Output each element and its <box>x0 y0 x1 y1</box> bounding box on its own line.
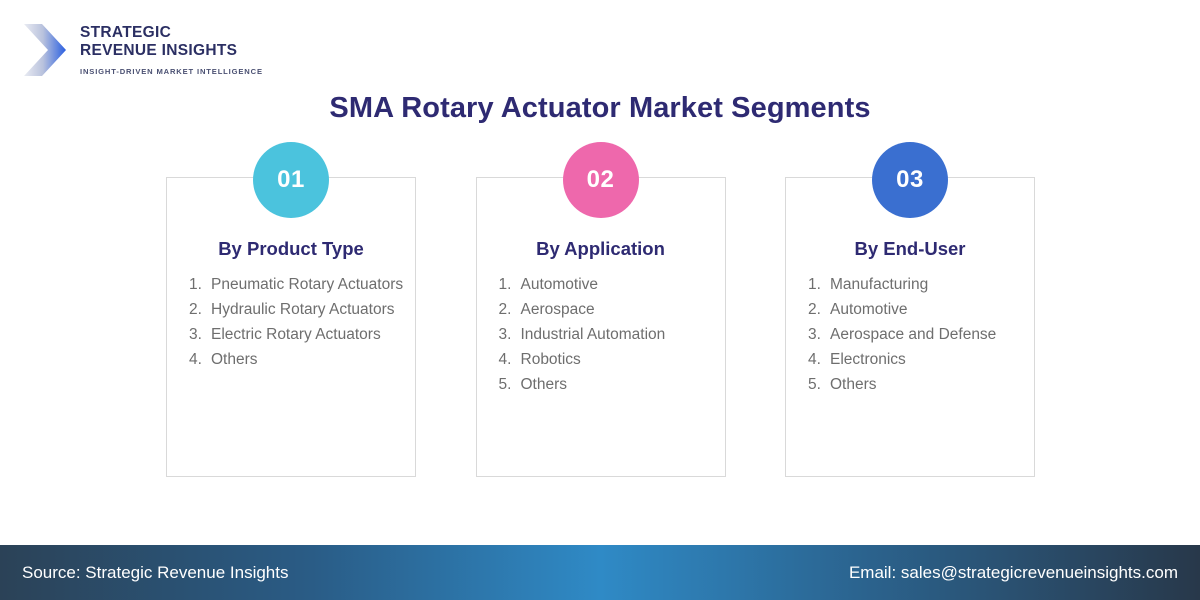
segment-badge-2: 02 <box>562 142 639 218</box>
list-item: Others <box>808 372 877 397</box>
list-item: Automotive <box>499 272 599 297</box>
segment-badge-1: 01 <box>253 142 329 218</box>
list-item: Electric Rotary Actuators <box>189 322 381 347</box>
brand-tagline: INSIGHT-DRIVEN MARKET INTELLIGENCE <box>80 66 263 76</box>
list-item: Hydraulic Rotary Actuators <box>189 297 395 322</box>
list-item: Robotics <box>499 347 581 372</box>
segment-card-3: 03 By End-User Manufacturing Automotive … <box>785 142 1035 477</box>
footer-source: Source: Strategic Revenue Insights <box>22 562 289 582</box>
segment-card-2: 02 By Application Automotive Aerospace I… <box>475 142 726 477</box>
segment-list-3: Manufacturing Automotive Aerospace and D… <box>808 272 1024 397</box>
brand-logo: STRATEGIC REVENUE INSIGHTS INSIGHT-DRIVE… <box>22 20 263 80</box>
list-item: Electronics <box>808 347 906 372</box>
list-item: Others <box>499 372 568 397</box>
list-item: Others <box>189 347 258 372</box>
footer-bar: Source: Strategic Revenue Insights Email… <box>0 545 1200 600</box>
segment-list-2: Automotive Aerospace Industrial Automati… <box>499 272 715 397</box>
brand-name-line1: STRATEGIC <box>80 24 172 42</box>
list-item: Pneumatic Rotary Actuators <box>189 272 404 297</box>
segment-title-3: By End-User <box>854 238 966 259</box>
list-item: Aerospace <box>499 297 595 322</box>
list-item: Manufacturing <box>808 272 929 297</box>
footer-email[interactable]: Email: sales@strategicrevenueinsights.co… <box>848 562 1178 582</box>
segment-card-group: 01 By Product Type Pneumatic Rotary Actu… <box>166 142 1035 477</box>
segment-title-2: By Application <box>536 238 665 259</box>
segment-card-1: 01 By Product Type Pneumatic Rotary Actu… <box>166 142 416 477</box>
segment-title-1: By Product Type <box>218 238 364 259</box>
segment-badge-3: 03 <box>872 142 948 218</box>
brand-wordmark: STRATEGIC REVENUE INSIGHTS INSIGHT-DRIVE… <box>80 24 263 75</box>
list-item: Automotive <box>808 297 908 322</box>
segment-list-1: Pneumatic Rotary Actuators Hydraulic Rot… <box>189 272 405 372</box>
brand-name-line2: REVENUE INSIGHTS <box>80 42 238 59</box>
list-item: Aerospace and Defense <box>808 322 997 347</box>
chevron-arrow-logo-icon <box>22 20 70 80</box>
page-title: SMA Rotary Actuator Market Segments <box>329 92 871 124</box>
list-item: Industrial Automation <box>499 322 666 347</box>
